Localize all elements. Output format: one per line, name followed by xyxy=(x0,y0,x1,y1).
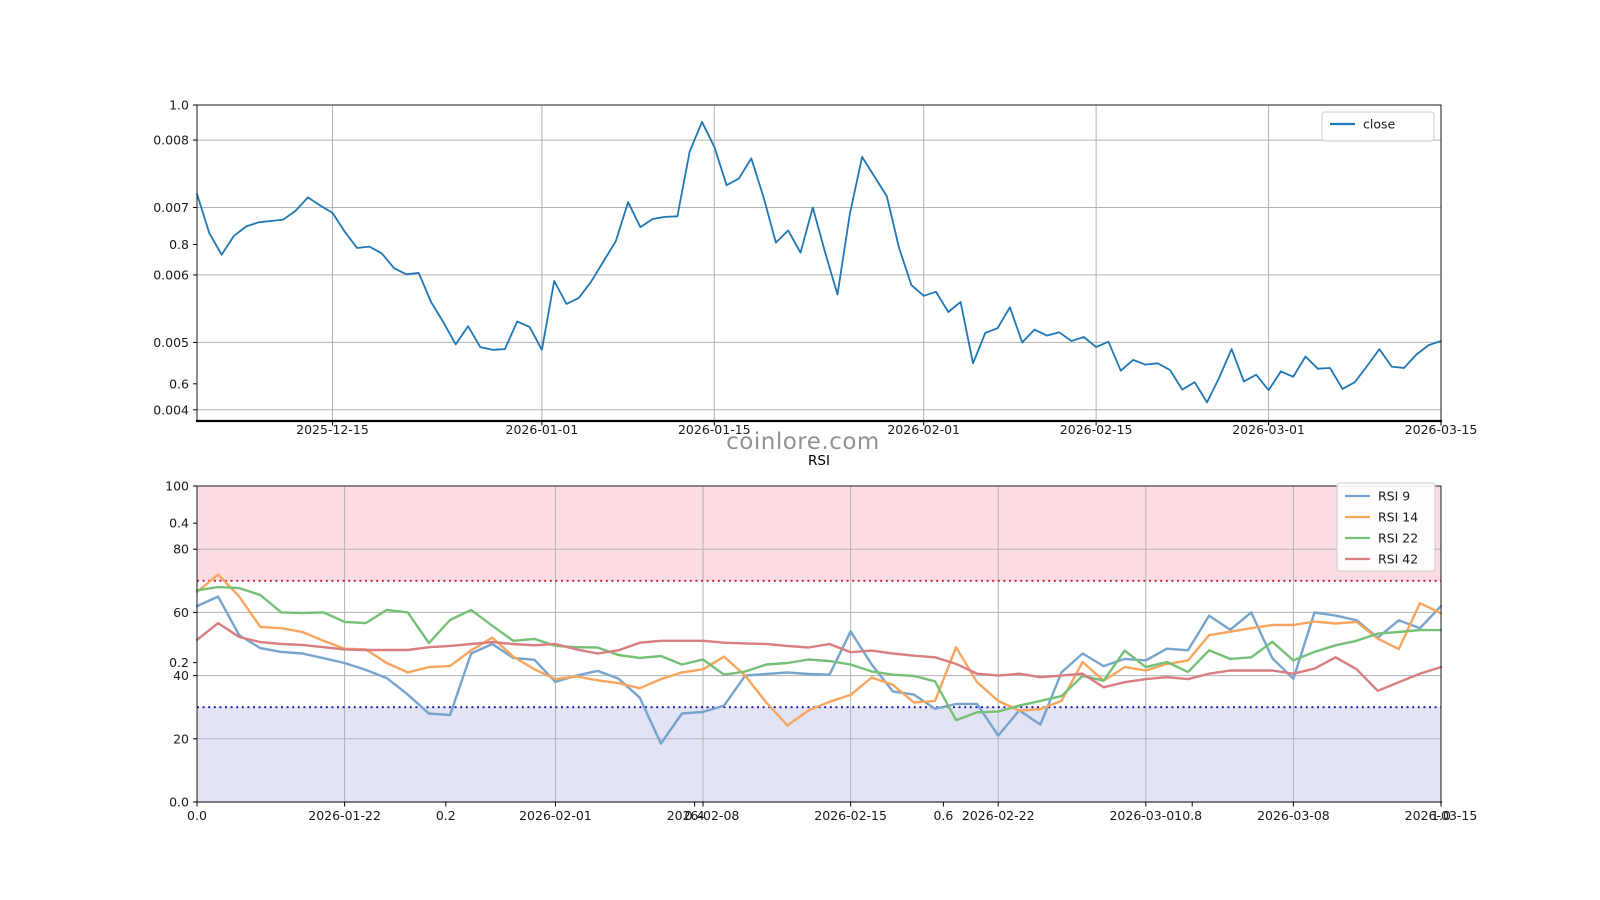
tick-label: 40 xyxy=(173,668,189,683)
figure-y-tick-label: 0.0 xyxy=(169,795,189,810)
legend-label: close xyxy=(1363,117,1396,132)
rsi-9-line xyxy=(195,595,1443,745)
tick-label: 100 xyxy=(165,479,189,494)
tick-label: 0.007 xyxy=(153,200,189,215)
rsi-chart: 100 80 60 40 20 2026-01-22 2026-02-01 2026-02-0… xyxy=(165,479,1477,824)
legend-label: RSI 9 xyxy=(1378,489,1410,504)
price-legend: close xyxy=(1321,111,1435,142)
tick-label: 2026-02-01 xyxy=(887,422,960,437)
tick-label: 2026-03-15 xyxy=(1405,422,1478,437)
tick-label: 2026-02-01 xyxy=(519,808,592,823)
legend-label: RSI 22 xyxy=(1378,531,1418,546)
close-line xyxy=(196,121,1442,404)
tick-label: 2026-01-22 xyxy=(308,808,381,823)
tick-label: 2026-03-15 xyxy=(1405,808,1478,823)
tick-label: 2026-03-01 xyxy=(1232,422,1305,437)
tick-label: 0.006 xyxy=(153,267,189,282)
figure-y-tick-label: 0.6 xyxy=(169,376,189,391)
rsi-chart-title: RSI xyxy=(808,453,830,469)
overbought-band xyxy=(197,486,1441,581)
figure-normalized-axis: 1.0 0.8 0.6 0.4 0.2 0.00.0 0.2 0.4 0.6 0.8 1.0 xyxy=(169,98,1451,824)
tick-label: 60 xyxy=(173,605,189,620)
tick-label: 2025-12-15 xyxy=(296,422,369,437)
rsi-22-line xyxy=(195,585,1443,722)
tick-label: 2026-01-15 xyxy=(678,422,751,437)
tick-label: 0.008 xyxy=(153,133,189,148)
legend-label: RSI 14 xyxy=(1378,510,1418,525)
tick-label: 0.004 xyxy=(153,402,189,417)
figure-x-tick-label: 1.0 xyxy=(1431,808,1451,823)
tick-label: 2026-02-08 xyxy=(667,808,740,823)
tick-label: 2026-02-15 xyxy=(814,808,887,823)
tick-label: 2026-02-15 xyxy=(1060,422,1133,437)
price-grid xyxy=(197,105,1442,421)
price-chart: 0.008 0.007 0.006 0.005 0.004 2025-12-15 2026-… xyxy=(153,104,1477,437)
figure-x-tick-label: 0.2 xyxy=(436,808,456,823)
rsi-x-axis: 2026-01-22 2026-02-01 2026-02-08 2026-02-15… xyxy=(308,802,1477,823)
figure-y-tick-label: 0.4 xyxy=(169,516,189,531)
rsi-legend: RSI 9 RSI 14 RSI 22 RSI 42 xyxy=(1336,482,1436,572)
tick-label: 20 xyxy=(173,731,189,746)
figure-x-tick-label: 0.4 xyxy=(685,808,705,823)
legend-label: RSI 42 xyxy=(1378,552,1418,567)
oversold-band xyxy=(197,707,1441,802)
tick-label: 0.005 xyxy=(153,335,189,350)
figure-y-tick-label: 0.8 xyxy=(169,237,189,252)
rsi-14-line xyxy=(195,573,1443,727)
tick-label: 2026-03-01 xyxy=(1109,808,1182,823)
figure-x-tick-label: 0.6 xyxy=(933,808,953,823)
figure-y-tick-label: 1.0 xyxy=(169,98,189,113)
rsi-42-line xyxy=(195,621,1443,692)
figure-x-tick-label: 0.0 xyxy=(187,808,207,823)
rsi-y-axis: 100 80 60 40 20 xyxy=(165,479,197,746)
price-x-axis: 2025-12-15 2026-01-01 2026-01-15 2026-02-01… xyxy=(296,421,1477,437)
tick-label: 2026-02-22 xyxy=(962,808,1035,823)
figure-y-tick-label: 0.2 xyxy=(169,655,189,670)
tick-label: 2026-03-08 xyxy=(1257,808,1330,823)
price-plot-border xyxy=(196,104,1442,422)
figure-x-tick-label: 0.8 xyxy=(1182,808,1202,823)
watermark: coinlore.com xyxy=(726,429,880,455)
tick-label: 80 xyxy=(173,542,189,557)
price-y-axis: 0.008 0.007 0.006 0.005 0.004 xyxy=(153,133,197,417)
tick-label: 2026-01-01 xyxy=(506,422,579,437)
